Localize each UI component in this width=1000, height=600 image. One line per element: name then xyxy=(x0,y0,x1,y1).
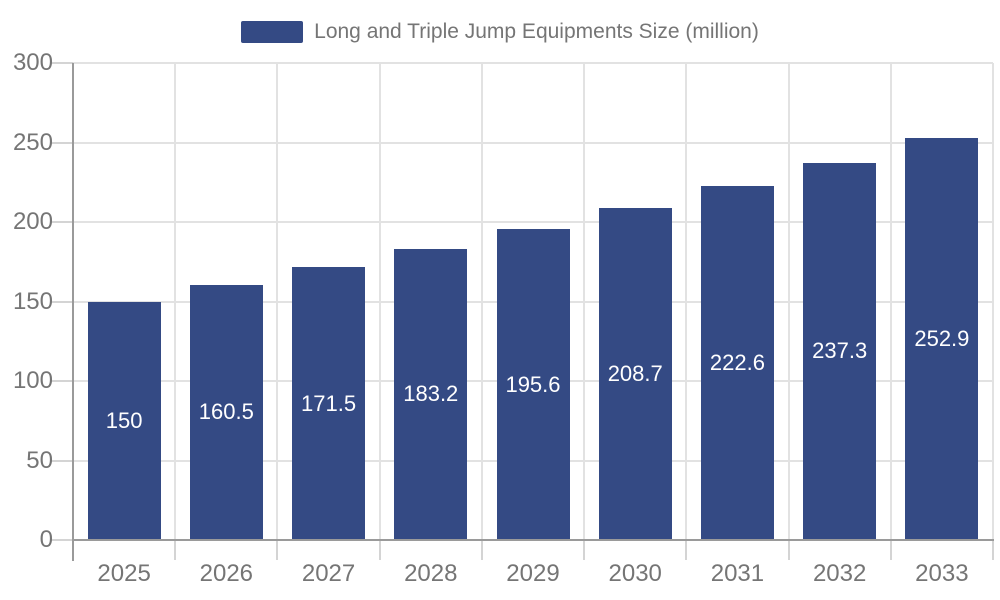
x-tick xyxy=(889,540,892,560)
y-tick xyxy=(52,300,73,303)
y-tick-label: 150 xyxy=(12,287,53,315)
h-gridline xyxy=(73,141,993,144)
plot-area: 150 160.5 171.5 183.2 195.6 208.7 222.6 237.3 25… xyxy=(52,62,994,561)
x-tick-label: 2030 xyxy=(608,560,662,587)
bar-2028[interactable] xyxy=(394,248,468,540)
v-gridline xyxy=(787,63,790,540)
x-tick xyxy=(685,540,688,560)
x-tick-label: 2033 xyxy=(915,560,969,587)
x-tick-label: 2032 xyxy=(812,560,867,587)
y-tick xyxy=(52,221,73,223)
y-tick-label: 200 xyxy=(12,208,53,235)
h-gridline xyxy=(73,62,993,64)
x-tick xyxy=(174,540,177,560)
x-axis: 2025 2026 2027 2028 2029 2030 2031 2032 2033 xyxy=(73,558,993,590)
y-tick-label: 50 xyxy=(26,446,53,474)
legend-swatch-icon xyxy=(241,21,304,43)
bar-value-label: 252.9 xyxy=(914,325,970,351)
x-tick-label: 2029 xyxy=(506,560,560,587)
y-tick xyxy=(52,141,73,144)
y-axis-line xyxy=(72,63,74,561)
legend[interactable]: Long and Triple Jump Equipments Size (mi… xyxy=(0,20,1000,44)
v-gridline xyxy=(174,63,177,540)
y-tick xyxy=(52,62,73,64)
x-tick-label: 2027 xyxy=(301,560,356,587)
legend-label: Long and Triple Jump Equipments Size (mi… xyxy=(314,20,759,43)
v-gridline xyxy=(378,63,381,540)
x-tick xyxy=(72,540,74,560)
y-tick-label: 250 xyxy=(12,128,53,156)
bar-2029[interactable] xyxy=(496,229,570,540)
v-gridline xyxy=(583,63,586,540)
bar-2026[interactable] xyxy=(189,284,263,540)
bar-2030[interactable] xyxy=(598,208,672,540)
v-gridline xyxy=(992,63,994,540)
bar-2025[interactable] xyxy=(87,301,161,540)
y-tick-label: 300 xyxy=(12,49,53,76)
bar-2032[interactable] xyxy=(803,162,877,540)
y-tick-label: 100 xyxy=(12,367,53,394)
y-tick xyxy=(52,459,73,462)
x-tick-label: 2031 xyxy=(710,560,765,587)
bar-2027[interactable] xyxy=(292,267,366,540)
v-gridline xyxy=(685,63,688,540)
y-axis: 0 50 100 150 200 250 300 xyxy=(0,0,53,600)
x-tick-label: 2025 xyxy=(97,560,151,587)
v-gridline xyxy=(889,63,892,540)
x-tick xyxy=(583,540,586,560)
v-gridline xyxy=(480,63,483,540)
bar-value-label: 208.7 xyxy=(607,361,663,387)
bar-value-label: 171.5 xyxy=(301,390,357,416)
bar-2033[interactable] xyxy=(905,137,979,540)
x-tick xyxy=(480,540,483,560)
y-tick xyxy=(52,539,73,541)
bar-value-label: 237.3 xyxy=(812,338,868,364)
bar-value-label: 195.6 xyxy=(505,371,561,397)
x-tick xyxy=(787,540,790,560)
x-tick-label: 2028 xyxy=(404,560,458,587)
x-tick xyxy=(276,540,279,560)
y-tick-label: 0 xyxy=(39,526,53,553)
bar-value-label: 160.5 xyxy=(198,399,254,425)
y-tick xyxy=(52,380,73,382)
x-tick-label: 2026 xyxy=(199,560,254,587)
bar-value-label: 150 xyxy=(105,407,143,433)
bar-2031[interactable] xyxy=(700,186,774,540)
v-gridline xyxy=(276,63,279,540)
bar-value-label: 183.2 xyxy=(403,381,459,407)
bar-value-label: 222.6 xyxy=(709,350,765,376)
x-tick xyxy=(378,540,381,560)
x-tick xyxy=(992,540,994,560)
